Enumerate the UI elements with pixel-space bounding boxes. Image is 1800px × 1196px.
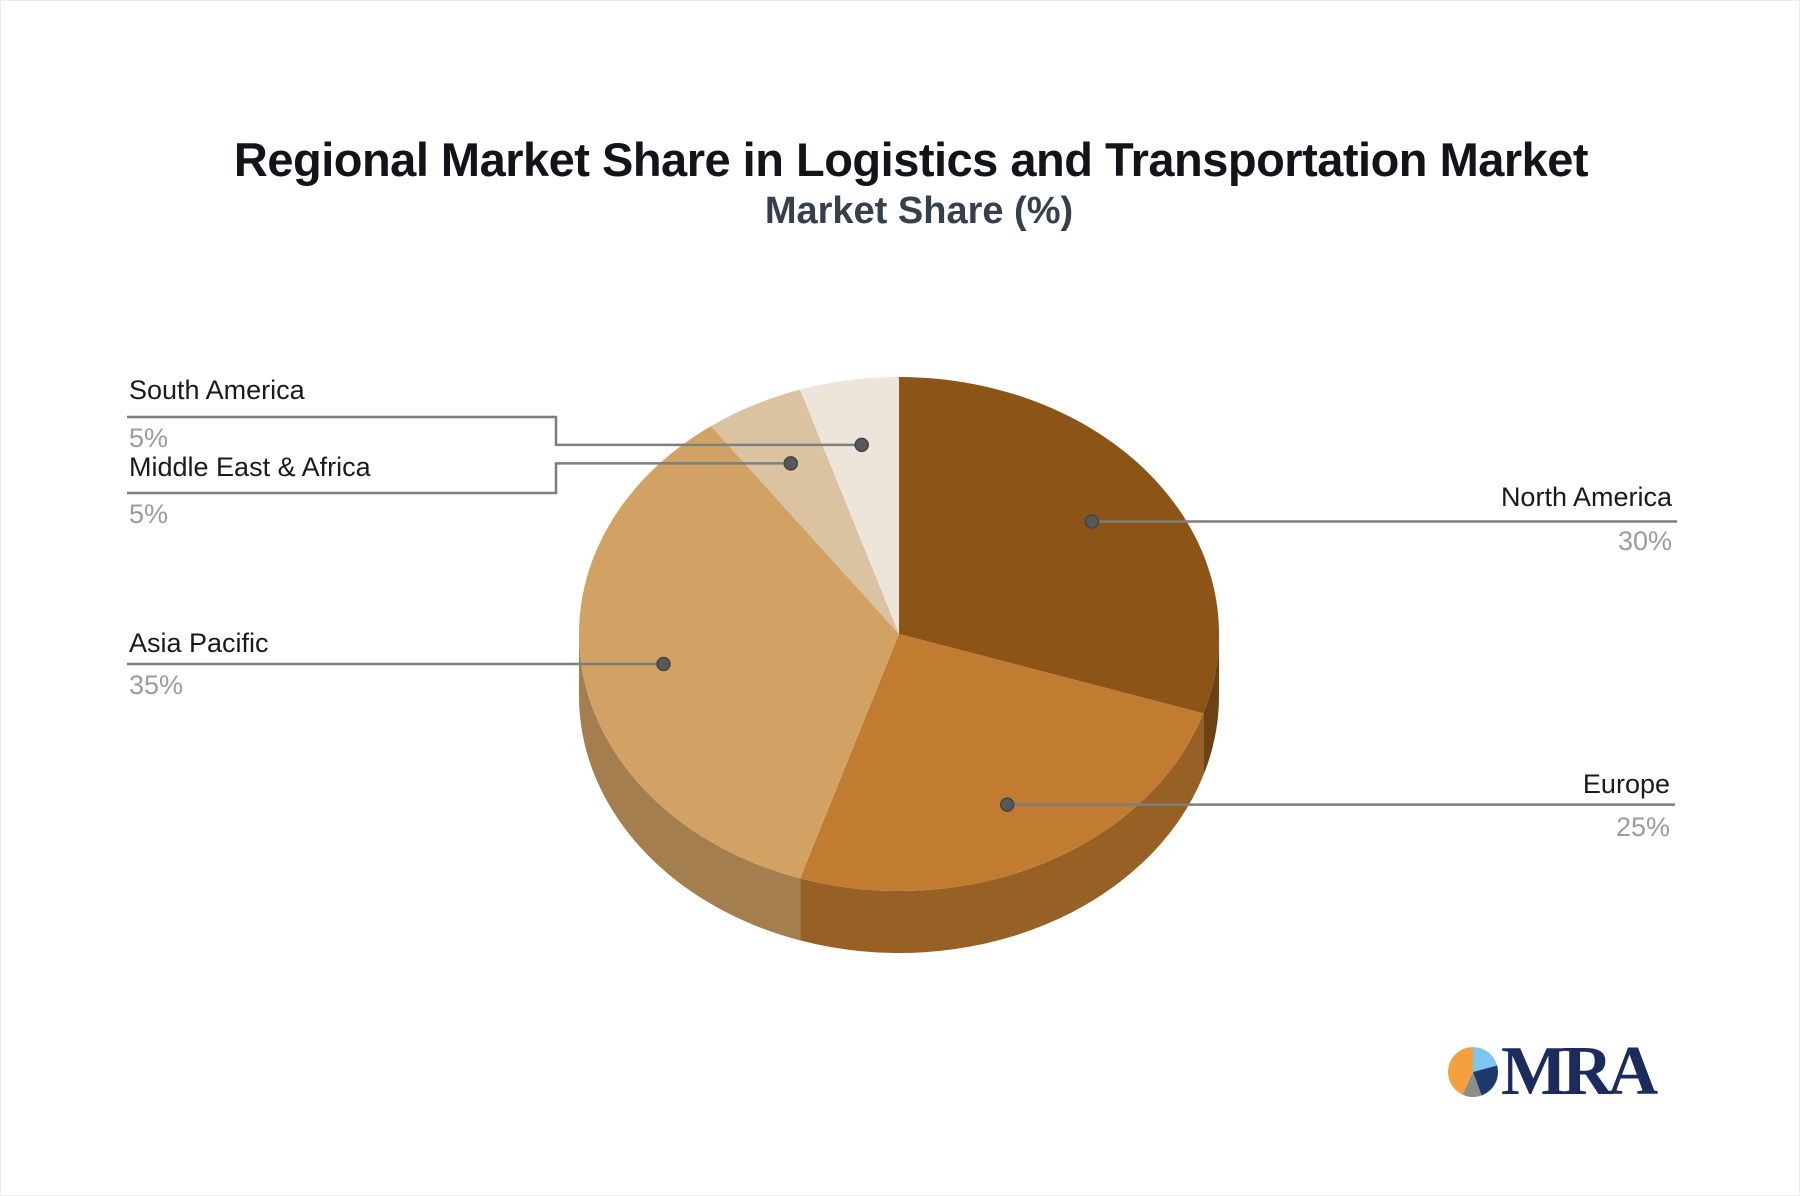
leader-dot-north-america [1084, 514, 1100, 529]
value-north-america: 30% [1617, 526, 1672, 556]
label-north-america: North America [1500, 482, 1672, 512]
pie-slice-middle-east-africa[interactable] [710, 389, 899, 634]
mra-logo-segment-light-blue [1473, 1047, 1498, 1072]
callout-south-america: South America 5% [129, 375, 305, 452]
mra-logo-text: MRA [1501, 1033, 1658, 1110]
leader-dot-middle-east-africa [783, 456, 799, 471]
pie-slice-side-north-america [1203, 634, 1219, 776]
value-asia-pacific: 35% [129, 670, 184, 700]
pie-slice-side-europe [800, 713, 1204, 953]
label-south-america: South America [129, 375, 305, 405]
chart-title: Regional Market Share in Logistics and T… [233, 133, 1589, 186]
label-middle-east-africa: Middle East & Africa [129, 452, 371, 482]
label-asia-pacific: Asia Pacific [129, 628, 269, 658]
mra-logo-pie-icon [1448, 1047, 1498, 1097]
pie-slice-south-america[interactable] [800, 377, 899, 634]
callout-europe: Europe 25% [1582, 769, 1670, 841]
leader-line-middle-east-africa [127, 462, 791, 495]
leader-line-south-america [127, 415, 862, 447]
pie-slice-side-asia-pacific [579, 634, 801, 941]
value-south-america: 5% [129, 423, 169, 453]
callout-middle-east-africa: Middle East & Africa 5% [129, 452, 371, 528]
callout-north-america: North America 30% [1500, 482, 1672, 555]
mra-logo-segment-gray [1462, 1072, 1482, 1097]
leader-dot-south-america [854, 437, 869, 453]
pie-slice-asia-pacific[interactable] [579, 426, 899, 879]
leader-dot-asia-pacific [656, 656, 671, 672]
value-europe: 25% [1615, 812, 1670, 842]
pie-slice-north-america[interactable] [899, 377, 1219, 714]
mra-logo-segment-orange [1448, 1047, 1473, 1095]
leader-dot-europe [999, 797, 1015, 812]
mra-logo[interactable]: MRA [1447, 1037, 1667, 1107]
mra-logo-segment-navy [1473, 1065, 1498, 1096]
callout-asia-pacific: Asia Pacific 35% [129, 628, 269, 699]
pie-slice-europe[interactable] [800, 634, 1204, 892]
chart-subtitle: Market Share (%) [764, 190, 1074, 232]
label-europe: Europe [1582, 769, 1670, 799]
value-middle-east-africa: 5% [129, 499, 169, 529]
